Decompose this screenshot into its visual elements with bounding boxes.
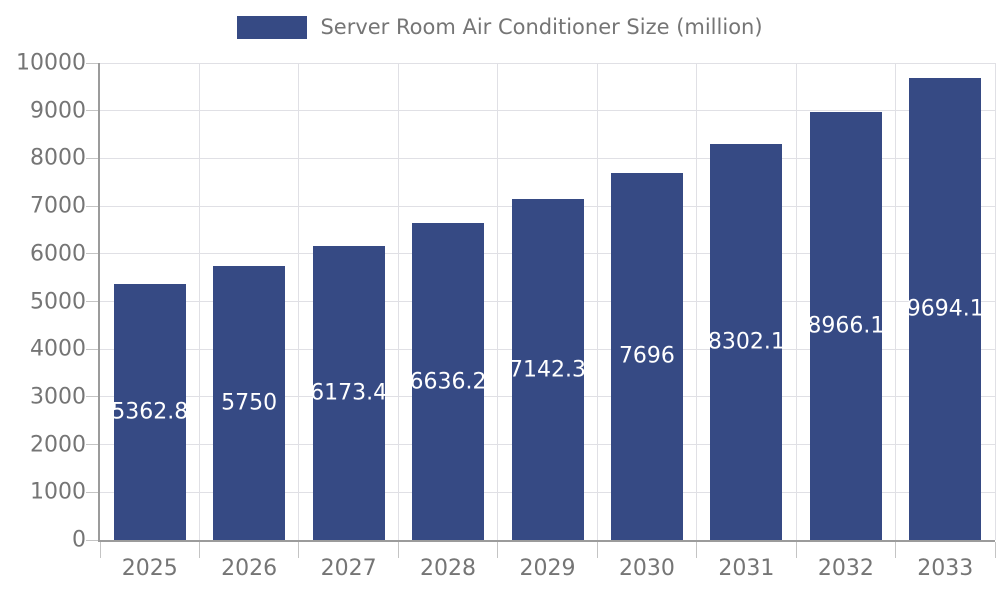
y-tick <box>86 157 98 159</box>
y-tick-label: 2000 <box>30 432 86 458</box>
x-tick <box>497 542 499 558</box>
bar[interactable] <box>213 265 286 540</box>
gridline-v <box>298 63 300 540</box>
gridline-v <box>994 63 996 540</box>
bar[interactable] <box>312 245 385 540</box>
y-tick-label: 6000 <box>30 241 86 267</box>
y-tick <box>86 253 98 255</box>
y-tick <box>86 301 98 302</box>
gridline-h <box>100 62 995 64</box>
y-tick <box>86 539 98 541</box>
bar[interactable] <box>710 144 783 540</box>
gridline-v <box>198 63 200 540</box>
x-tick <box>99 542 101 558</box>
legend-label: Server Room Air Conditioner Size (millio… <box>320 15 763 39</box>
plot-area: 5362.8 5750 6173.4 6636.2 7142.3 7696 8302.1 89… <box>86 62 996 558</box>
y-tick <box>86 491 98 493</box>
gridline-v <box>596 63 598 540</box>
x-tick <box>198 542 200 558</box>
x-tick-label: 2026 <box>221 556 278 581</box>
bar[interactable] <box>113 284 186 540</box>
y-tick-label: 8000 <box>30 145 86 171</box>
y-tick <box>86 396 98 398</box>
bar-value-label: 6173.4 <box>310 380 388 406</box>
gridline-v <box>696 63 698 540</box>
x-tick-label: 2029 <box>519 556 576 581</box>
y-tick-label: 9000 <box>30 98 86 124</box>
x-tick-label: 2033 <box>917 556 974 581</box>
gridline-v <box>497 63 499 540</box>
gridline-h <box>100 157 995 159</box>
x-tick-label: 2030 <box>618 556 675 581</box>
x-tick-label: 2028 <box>420 556 477 581</box>
legend[interactable]: Server Room Air Conditioner Size (millio… <box>0 15 1000 39</box>
x-tick <box>994 542 996 558</box>
y-tick-label: 1000 <box>30 479 86 505</box>
bar[interactable] <box>909 77 982 540</box>
y-tick-label: 0 <box>72 527 86 553</box>
x-tick <box>298 542 300 558</box>
bar-value-label: 5362.8 <box>111 399 189 425</box>
bar-value-label: 7696 <box>618 343 675 369</box>
x-tick <box>596 542 598 558</box>
y-tick <box>86 348 98 350</box>
y-tick <box>86 62 98 64</box>
y-tick-label: 4000 <box>30 336 86 362</box>
gridline-v <box>895 63 897 540</box>
y-tick-label: 10000 <box>16 50 86 76</box>
y-tick-label: 3000 <box>30 384 86 410</box>
legend-swatch <box>237 15 308 39</box>
bar-value-label: 7142.3 <box>509 357 586 383</box>
x-tick-label: 2031 <box>718 556 775 581</box>
bar-value-label: 6636.2 <box>409 369 487 395</box>
y-tick-label: 5000 <box>30 289 86 314</box>
x-tick <box>696 542 698 558</box>
y-tick <box>86 110 98 112</box>
bar-value-label: 9694.1 <box>906 296 984 322</box>
bar-value-label: 8302.1 <box>707 329 785 355</box>
bar[interactable] <box>412 223 485 540</box>
bar-value-label: 8966.1 <box>807 313 885 339</box>
x-tick <box>895 542 897 558</box>
bar[interactable] <box>610 172 683 540</box>
gridline-v <box>397 63 399 540</box>
x-axis-labels: 2025 2026 2027 2028 2029 2030 2031 2032 2033 <box>100 556 995 590</box>
x-tick-label: 2025 <box>121 556 178 581</box>
x-tick <box>795 542 797 558</box>
gridline-h <box>100 110 995 112</box>
x-tick <box>397 542 399 558</box>
y-axis-labels: 0 1000 2000 3000 4000 5000 6000 7000 8000 9000 100… <box>0 51 86 553</box>
x-tick-label: 2032 <box>817 556 874 581</box>
bar[interactable] <box>809 112 882 540</box>
y-tick-label: 7000 <box>30 193 86 219</box>
bar-value-label: 5750 <box>221 390 278 416</box>
gridline-v <box>795 63 797 540</box>
y-tick <box>86 205 98 207</box>
x-tick-label: 2027 <box>320 556 377 581</box>
y-tick <box>86 444 98 446</box>
bar[interactable] <box>511 199 584 540</box>
